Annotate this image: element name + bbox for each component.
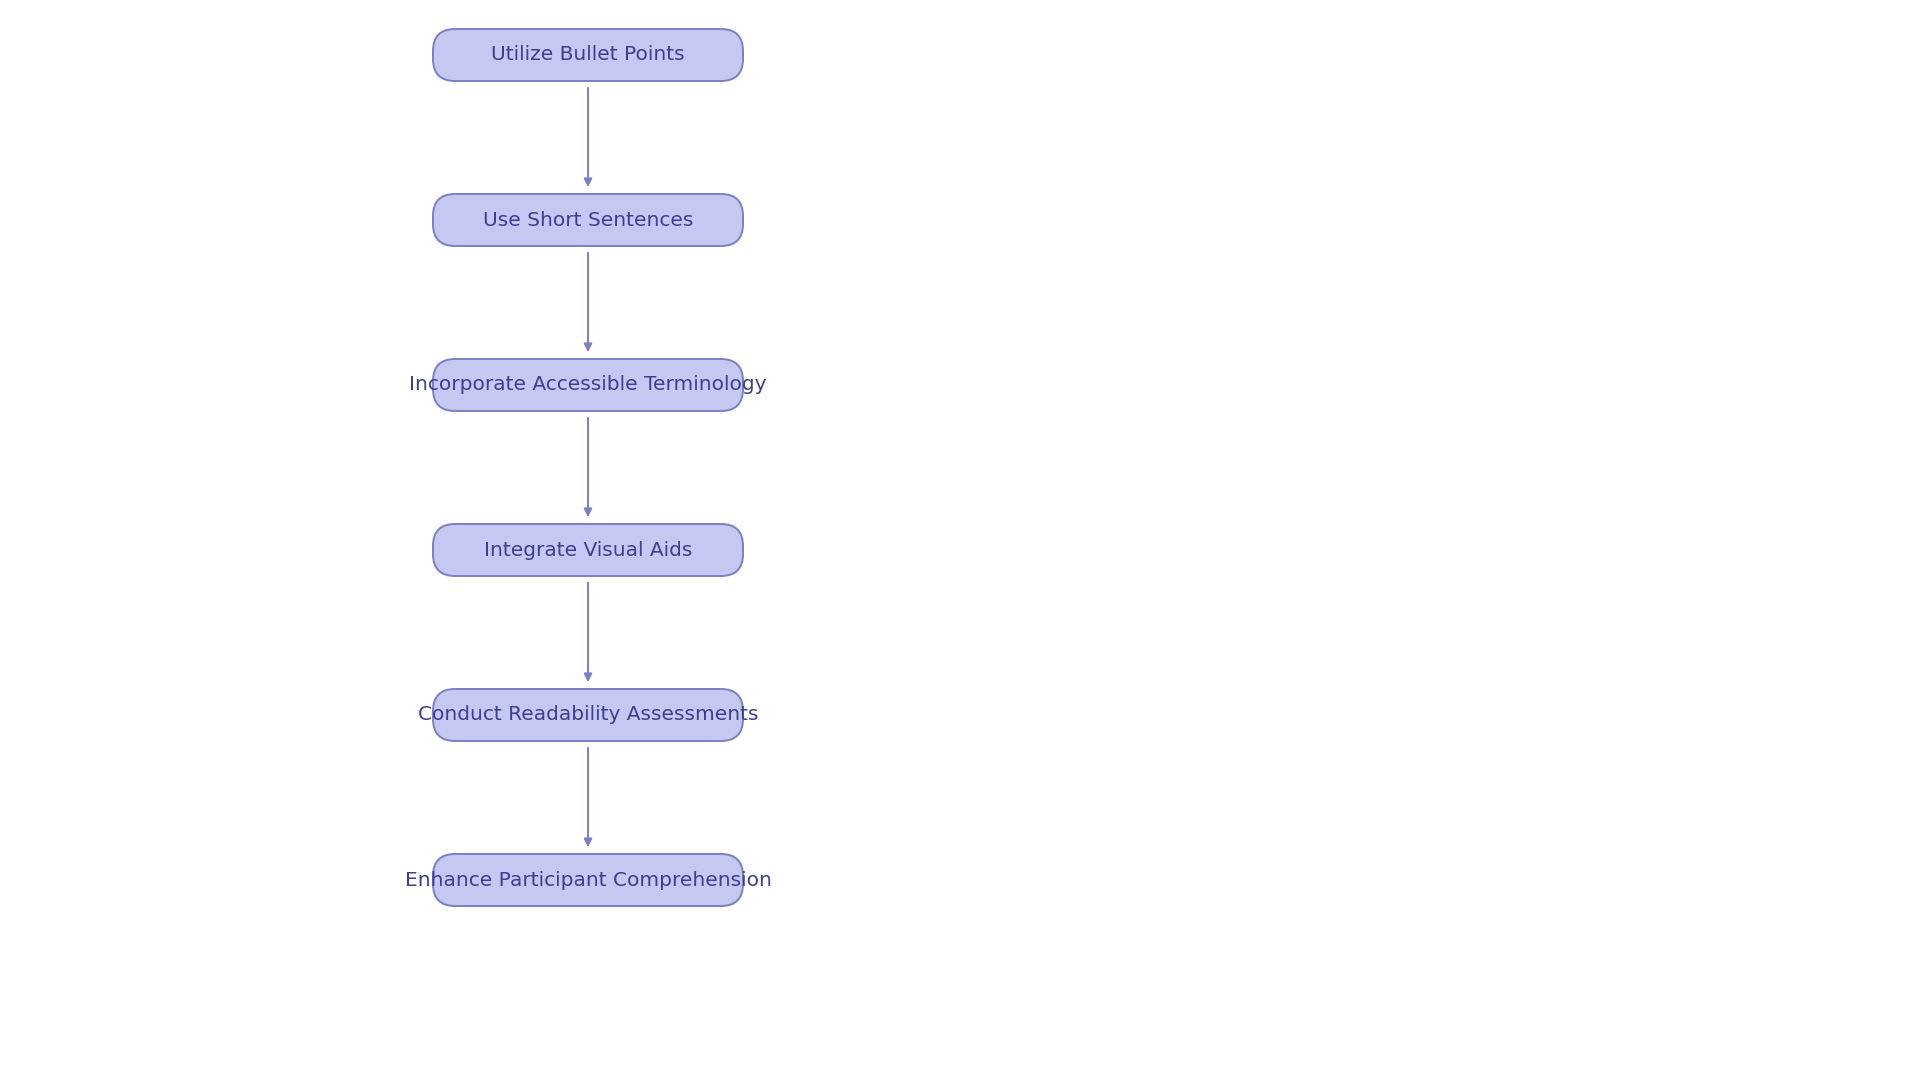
Text: Integrate Visual Aids: Integrate Visual Aids bbox=[484, 540, 693, 560]
Text: Conduct Readability Assessments: Conduct Readability Assessments bbox=[419, 705, 758, 725]
FancyBboxPatch shape bbox=[434, 358, 743, 412]
FancyBboxPatch shape bbox=[434, 524, 743, 576]
FancyBboxPatch shape bbox=[434, 689, 743, 741]
FancyBboxPatch shape bbox=[434, 854, 743, 906]
Text: Incorporate Accessible Terminology: Incorporate Accessible Terminology bbox=[409, 376, 766, 394]
Text: Enhance Participant Comprehension: Enhance Participant Comprehension bbox=[405, 871, 772, 889]
FancyBboxPatch shape bbox=[434, 29, 743, 81]
Text: Use Short Sentences: Use Short Sentences bbox=[482, 210, 693, 230]
Text: Utilize Bullet Points: Utilize Bullet Points bbox=[492, 45, 685, 65]
FancyBboxPatch shape bbox=[434, 194, 743, 246]
